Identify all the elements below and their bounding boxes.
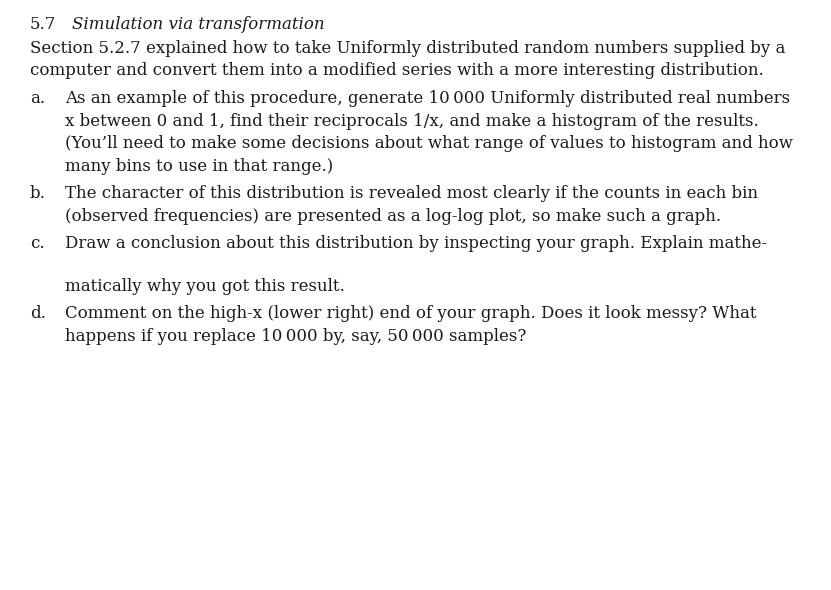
Text: a.: a. [30,90,45,107]
Text: many bins to use in that range.): many bins to use in that range.) [65,158,333,175]
Text: matically why you got this result.: matically why you got this result. [65,278,345,295]
Text: (You’ll need to make some decisions about what range of values to histogram and : (You’ll need to make some decisions abou… [65,135,793,152]
Text: c.: c. [30,235,45,252]
Text: Draw a conclusion about this distribution by inspecting your graph. Explain math: Draw a conclusion about this distributio… [65,235,767,252]
Text: As an example of this procedure, generate 10 000 Uniformly distributed real numb: As an example of this procedure, generat… [65,90,790,107]
Text: Simulation via transformation: Simulation via transformation [72,16,325,33]
Text: x between 0 and 1, find their reciprocals 1/x, and make a histogram of the resul: x between 0 and 1, find their reciprocal… [65,113,759,130]
Text: computer and convert them into a modified series with a more interesting distrib: computer and convert them into a modifie… [30,62,764,79]
Text: Comment on the high-x (lower right) end of your graph. Does it look messy? What: Comment on the high-x (lower right) end … [65,305,756,322]
Text: happens if you replace 10 000 by, say, 50 000 samples?: happens if you replace 10 000 by, say, 5… [65,328,526,345]
Text: b.: b. [30,185,46,202]
Text: d.: d. [30,305,46,322]
Text: The character of this distribution is revealed most clearly if the counts in eac: The character of this distribution is re… [65,185,758,202]
Text: 5.7: 5.7 [30,16,57,33]
Text: (observed frequencies) are presented as a log-log plot, so make such a graph.: (observed frequencies) are presented as … [65,208,721,225]
Text: Section 5.2.7 explained how to take Uniformly distributed random numbers supplie: Section 5.2.7 explained how to take Unif… [30,40,785,57]
